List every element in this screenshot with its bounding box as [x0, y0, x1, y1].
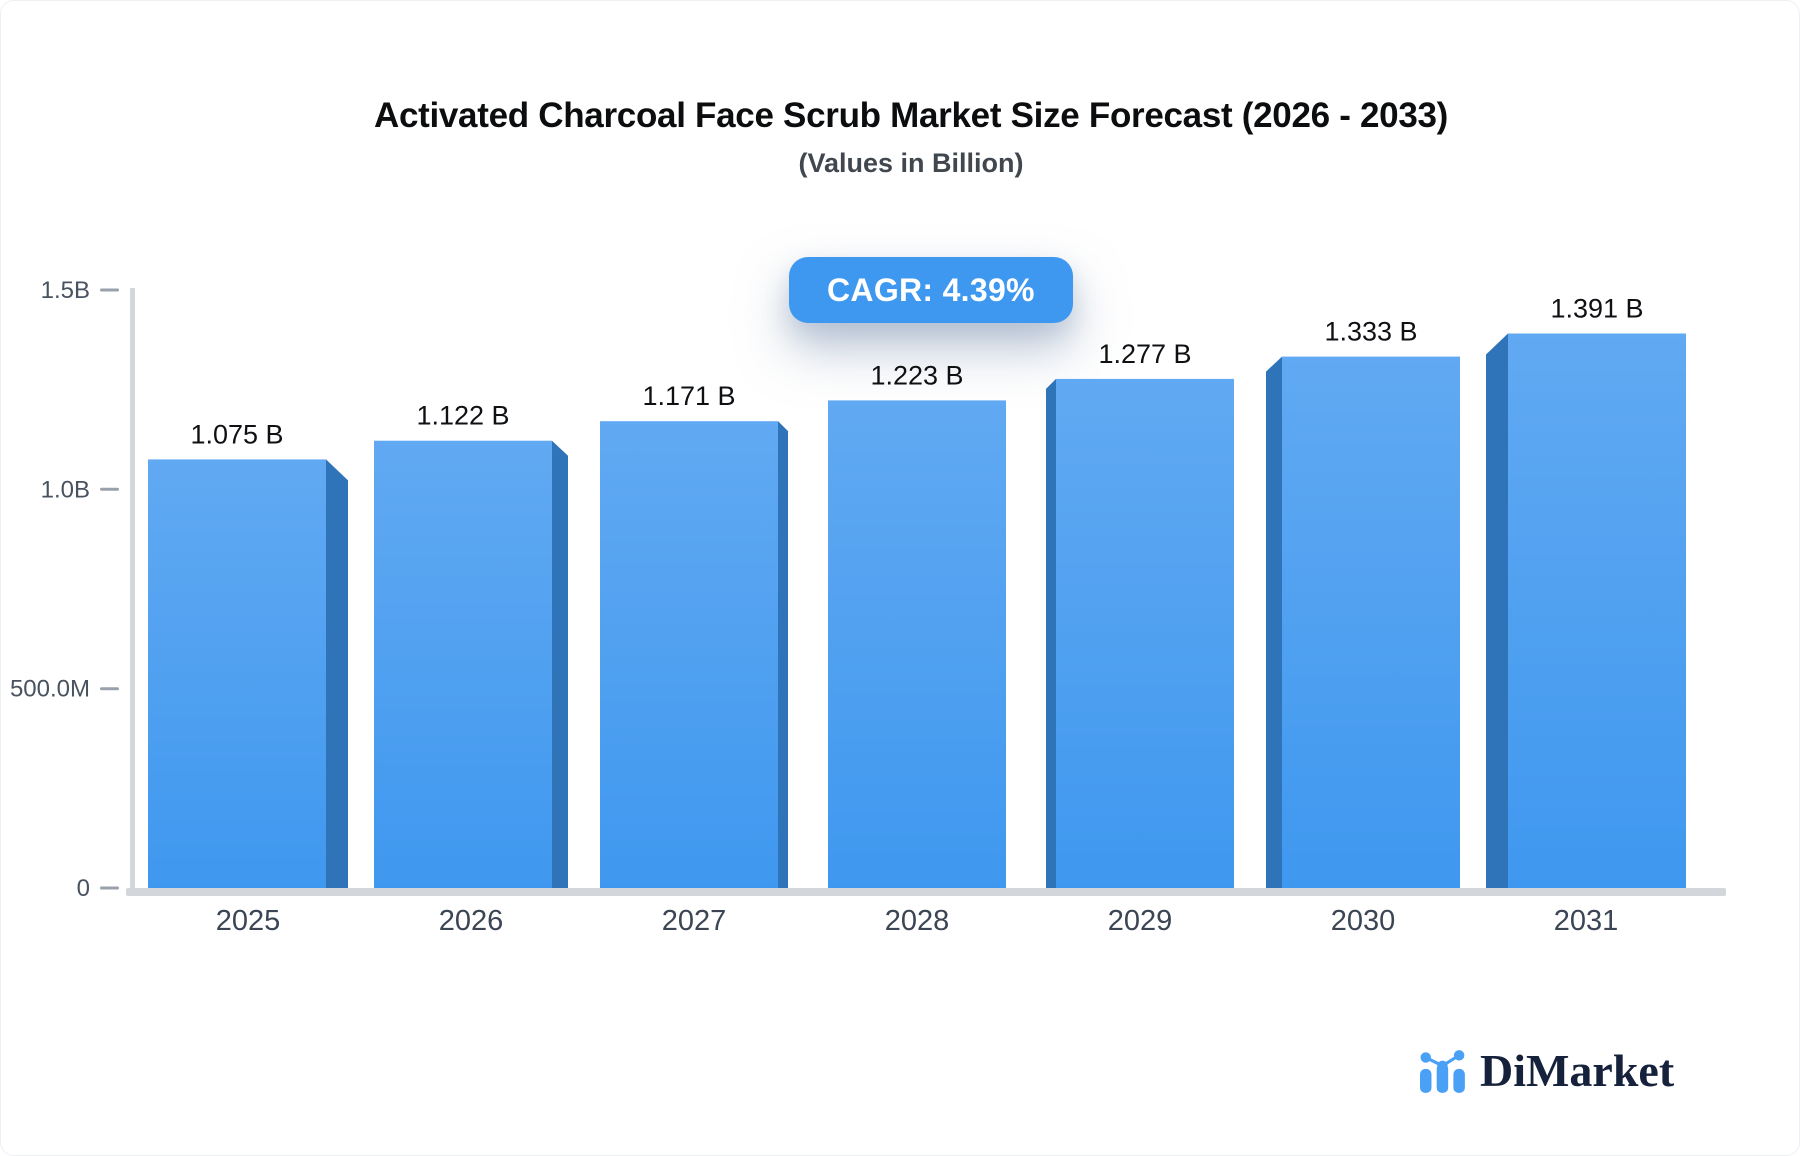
bar-front-face [1508, 333, 1686, 888]
x-axis-label: 2026 [439, 905, 504, 937]
x-axis-label: 2029 [1108, 905, 1173, 937]
bar-front-face [1056, 378, 1234, 888]
bar-2026[interactable]: 1.122 B [374, 401, 568, 888]
bar-value-label: 1.122 B [416, 401, 509, 431]
bar-front-face [1282, 356, 1460, 889]
bar-side-face [1266, 356, 1282, 888]
y-axis-tick-label: 1.0B [41, 476, 90, 503]
dimarket-logo: DiMarket [1420, 1044, 1674, 1097]
y-axis-line [130, 288, 135, 896]
y-axis-tick [100, 487, 119, 491]
bar-side-face [326, 459, 348, 888]
bar-2031[interactable]: 1.391 B [1486, 294, 1686, 889]
bar-side-face [1046, 378, 1056, 888]
x-axis-label: 2031 [1554, 905, 1619, 937]
x-axis-baseline [126, 888, 1726, 896]
x-axis-label: 2025 [216, 905, 281, 937]
bar-side-face [1486, 333, 1508, 888]
logo-wordmark: DiMarket [1480, 1045, 1675, 1096]
bar-2029[interactable]: 1.277 B [1046, 339, 1234, 888]
bar-side-face [552, 440, 568, 888]
y-axis-tick [100, 288, 119, 292]
bar-front-face [600, 421, 778, 888]
bar-2025[interactable]: 1.075 B [148, 419, 348, 888]
y-axis-tick [100, 687, 119, 691]
bar-value-label: 1.333 B [1324, 317, 1417, 347]
bar-value-label: 1.223 B [870, 360, 963, 390]
y-axis-tick [100, 886, 119, 890]
mini-bar-chart-icon [1420, 1049, 1465, 1093]
bar-value-label: 1.075 B [190, 419, 283, 449]
bar-front-face [828, 400, 1006, 888]
bar-2030[interactable]: 1.333 B [1266, 317, 1460, 889]
bar-value-label: 1.277 B [1098, 339, 1191, 369]
bar-2027[interactable]: 1.171 B [600, 381, 788, 888]
x-axis-label: 2028 [885, 905, 950, 937]
bar-value-label: 1.171 B [642, 381, 735, 411]
bar-value-label: 1.391 B [1550, 294, 1643, 324]
bar-side-face [778, 421, 788, 888]
cagr-badge: CAGR: 4.39% [789, 257, 1073, 323]
x-axis-label: 2027 [662, 905, 727, 937]
bar-front-face [148, 459, 326, 888]
y-axis-tick-label: 500.0M [10, 676, 90, 703]
chart-title: Activated Charcoal Face Scrub Market Siz… [373, 96, 1449, 135]
chart-subtitle: (Values in Billion) [798, 148, 1024, 178]
bar-front-face [374, 440, 552, 888]
x-axis-label: 2030 [1331, 905, 1396, 937]
y-axis-tick-label: 0 [77, 875, 90, 902]
bar-2028[interactable]: 1.223 B [828, 360, 1006, 888]
y-axis-tick-label: 1.5B [41, 277, 90, 304]
